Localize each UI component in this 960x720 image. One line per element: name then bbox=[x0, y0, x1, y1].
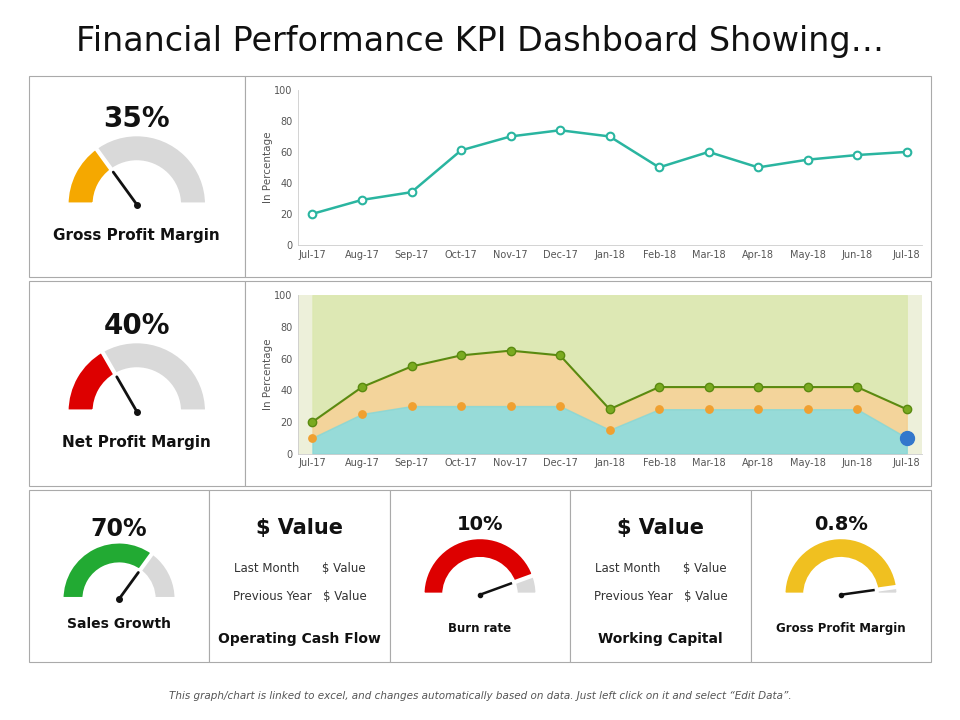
Wedge shape bbox=[61, 541, 177, 599]
Text: Last Month      $ Value: Last Month $ Value bbox=[594, 562, 727, 575]
Wedge shape bbox=[783, 537, 898, 595]
Wedge shape bbox=[422, 537, 538, 595]
Point bbox=[552, 400, 567, 412]
Point bbox=[354, 408, 370, 420]
Point bbox=[404, 400, 420, 412]
Text: $ Value: $ Value bbox=[256, 518, 343, 539]
Text: Previous Year   $ Value: Previous Year $ Value bbox=[593, 590, 728, 603]
Point bbox=[602, 424, 617, 436]
Text: Last Month      $ Value: Last Month $ Value bbox=[233, 562, 366, 575]
Wedge shape bbox=[783, 537, 899, 595]
Point bbox=[850, 403, 865, 415]
Wedge shape bbox=[422, 537, 534, 595]
Text: Net Profit Margin: Net Profit Margin bbox=[62, 435, 211, 450]
Text: Sales Growth: Sales Growth bbox=[67, 617, 171, 631]
Text: This graph/chart is linked to excel, and changes automatically based on data. Ju: This graph/chart is linked to excel, and… bbox=[169, 691, 791, 701]
Point bbox=[800, 403, 815, 415]
Wedge shape bbox=[66, 341, 207, 412]
Wedge shape bbox=[66, 351, 116, 412]
Wedge shape bbox=[66, 148, 112, 204]
Text: 0.8%: 0.8% bbox=[814, 515, 868, 534]
Point bbox=[751, 403, 766, 415]
Point bbox=[900, 432, 915, 444]
Text: 10%: 10% bbox=[457, 515, 503, 534]
Text: Gross Profit Margin: Gross Profit Margin bbox=[776, 621, 906, 634]
Point bbox=[503, 400, 518, 412]
Point bbox=[304, 432, 320, 444]
Wedge shape bbox=[61, 541, 153, 599]
Text: Burn rate: Burn rate bbox=[448, 621, 512, 634]
Text: Financial Performance KPI Dashboard Showing…: Financial Performance KPI Dashboard Show… bbox=[76, 25, 884, 58]
Text: 40%: 40% bbox=[104, 312, 170, 340]
Text: Operating Cash Flow: Operating Cash Flow bbox=[218, 632, 381, 647]
Y-axis label: In Percentage: In Percentage bbox=[263, 338, 273, 410]
Y-axis label: In Percentage: In Percentage bbox=[263, 132, 273, 203]
Wedge shape bbox=[66, 134, 207, 204]
Text: Working Capital: Working Capital bbox=[598, 632, 723, 647]
Text: Gross Profit Margin: Gross Profit Margin bbox=[54, 228, 220, 243]
Text: 70%: 70% bbox=[91, 517, 147, 541]
Text: 35%: 35% bbox=[104, 105, 170, 132]
Point bbox=[652, 403, 667, 415]
Point bbox=[453, 400, 468, 412]
Text: Previous Year   $ Value: Previous Year $ Value bbox=[232, 590, 367, 603]
Point bbox=[701, 403, 716, 415]
Text: $ Value: $ Value bbox=[617, 518, 704, 539]
